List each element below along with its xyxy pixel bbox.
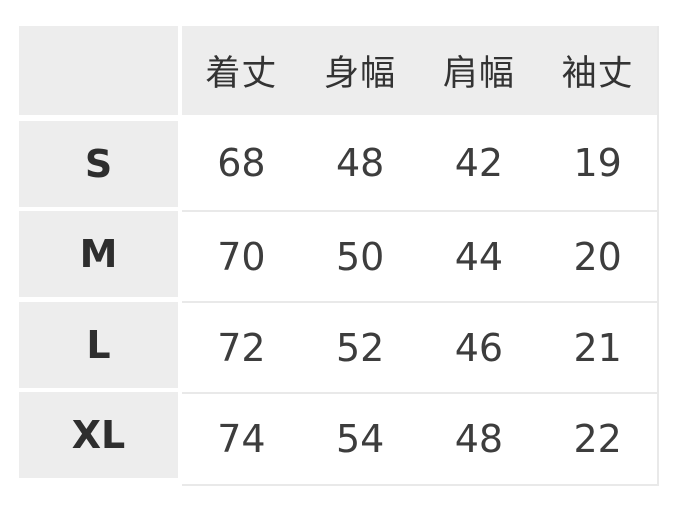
data-cell: 50: [335, 234, 385, 279]
data-cell: 44: [454, 234, 504, 279]
column-header-length: 着丈: [205, 54, 278, 94]
corner-cell: [19, 26, 178, 115]
data-cell: 54: [335, 417, 385, 461]
data-cell: 68: [217, 140, 266, 185]
data-cell: 52: [335, 325, 385, 370]
column-header-sleeve-length: 袖丈: [561, 54, 634, 94]
data-cell: 46: [454, 325, 504, 370]
column-header-shoulder-width: 肩幅: [442, 54, 515, 94]
data-panel: 着丈 身幅 肩幅 袖丈 68 48 42 19 70 50 44 20 72 5…: [182, 26, 659, 486]
data-cell: 20: [573, 234, 622, 279]
data-row-m: 70 50 44 20: [182, 210, 657, 301]
size-chart-table: S M L XL 着丈 身幅 肩幅 袖丈 68 48 42 19 70 50 4: [19, 26, 659, 486]
data-cell: 19: [573, 140, 622, 185]
row-label-s: S: [19, 121, 178, 207]
data-cell: 42: [454, 140, 504, 185]
data-cell: 72: [217, 325, 266, 370]
column-gap: [178, 26, 182, 486]
data-cell: 48: [454, 417, 504, 461]
data-row-s: 68 48 42 19: [182, 115, 657, 210]
column-header-body-width: 身幅: [324, 54, 397, 94]
row-label-m: M: [19, 211, 178, 297]
header-row: 着丈 身幅 肩幅 袖丈: [182, 26, 657, 115]
data-cell: 70: [217, 234, 266, 279]
row-label-l: L: [19, 302, 178, 388]
data-cell: 74: [217, 417, 266, 461]
data-row-xl: 74 54 48 22: [182, 392, 657, 484]
row-label-column: S M L XL: [19, 26, 178, 486]
data-cell: 22: [573, 417, 622, 461]
data-cell: 48: [335, 140, 385, 185]
row-label-xl: XL: [19, 392, 178, 478]
data-row-l: 72 52 46 21: [182, 301, 657, 392]
data-cell: 21: [573, 325, 622, 370]
